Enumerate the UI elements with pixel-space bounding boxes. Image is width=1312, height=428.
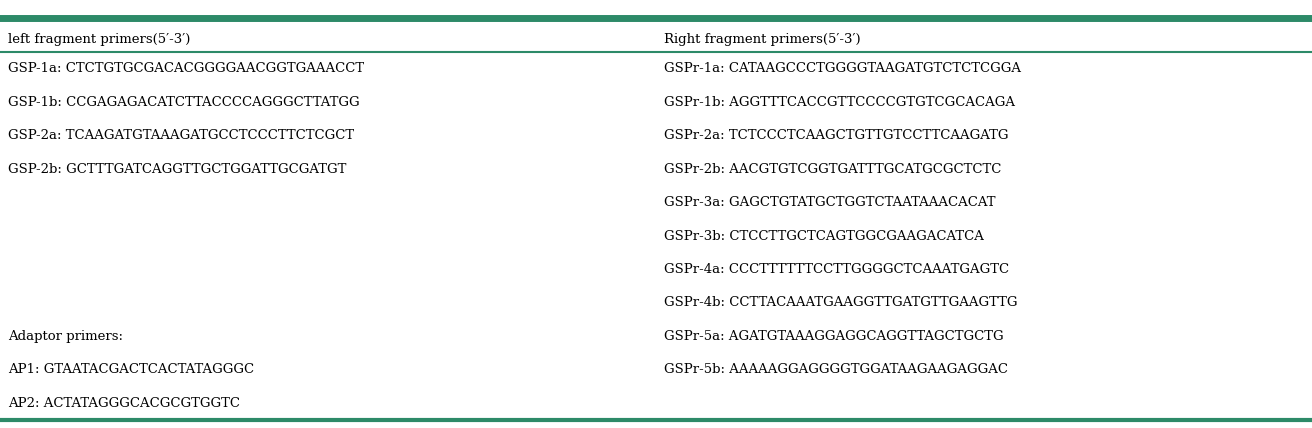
Text: GSPr-3b: CTCCTTGCTCAGTGGCGAAGACATCA: GSPr-3b: CTCCTTGCTCAGTGGCGAAGACATCA [664,229,984,243]
Text: Right fragment primers(5′-3′): Right fragment primers(5′-3′) [664,33,861,45]
Text: GSPr-1a: CATAAGCCCTGGGGTAAGATGTCTCTCGGA: GSPr-1a: CATAAGCCCTGGGGTAAGATGTCTCTCGGA [664,62,1021,75]
Text: GSPr-4a: CCCTTTTTTCCTTGGGGCTCAAATGAGTC: GSPr-4a: CCCTTTTTTCCTTGGGGCTCAAATGAGTC [664,263,1009,276]
Text: GSPr-5a: AGATGTAAAGGAGGCAGGTTAGCTGCTG: GSPr-5a: AGATGTAAAGGAGGCAGGTTAGCTGCTG [664,330,1004,343]
Text: GSPr-4b: CCTTACAAATGAAGGTTGATGTTGAAGTTG: GSPr-4b: CCTTACAAATGAAGGTTGATGTTGAAGTTG [664,297,1018,309]
Text: left fragment primers(5′-3′): left fragment primers(5′-3′) [8,33,190,45]
Text: GSP-2b: GCTTTGATCAGGTTGCTGGATTGCGATGT: GSP-2b: GCTTTGATCAGGTTGCTGGATTGCGATGT [8,163,346,175]
Text: AP2: ACTATAGGGCACGCGTGGTC: AP2: ACTATAGGGCACGCGTGGTC [8,397,240,410]
Text: AP1: GTAATACGACTCACTATAGGGC: AP1: GTAATACGACTCACTATAGGGC [8,363,255,376]
Text: GSPr-1b: AGGTTTCACCGTTCCCCGTGTCGCACAGA: GSPr-1b: AGGTTTCACCGTTCCCCGTGTCGCACAGA [664,96,1015,109]
Text: GSPr-5b: AAAAAGGAGGGGTGGATAAGAAGAGGAC: GSPr-5b: AAAAAGGAGGGGTGGATAAGAAGAGGAC [664,363,1008,376]
Text: GSP-2a: TCAAGATGTAAAGATGCCTCCCTTCTCGCT: GSP-2a: TCAAGATGTAAAGATGCCTCCCTTCTCGCT [8,129,354,142]
Text: GSPr-3a: GAGCTGTATGCTGGTCTAATAAACACAT: GSPr-3a: GAGCTGTATGCTGGTCTAATAAACACAT [664,196,996,209]
Text: GSPr-2a: TCTCCCTCAAGCTGTTGTCCTTCAAGATG: GSPr-2a: TCTCCCTCAAGCTGTTGTCCTTCAAGATG [664,129,1009,142]
Text: GSP-1b: CCGAGAGACATCTTACCCCAGGGCTTATGG: GSP-1b: CCGAGAGACATCTTACCCCAGGGCTTATGG [8,96,359,109]
Text: GSPr-2b: AACGTGTCGGTGATTTGCATGCGCTCTC: GSPr-2b: AACGTGTCGGTGATTTGCATGCGCTCTC [664,163,1001,175]
Text: GSP-1a: CTCTGTGCGACACGGGGAACGGTGAAACCT: GSP-1a: CTCTGTGCGACACGGGGAACGGTGAAACCT [8,62,365,75]
Text: Adaptor primers:: Adaptor primers: [8,330,123,343]
